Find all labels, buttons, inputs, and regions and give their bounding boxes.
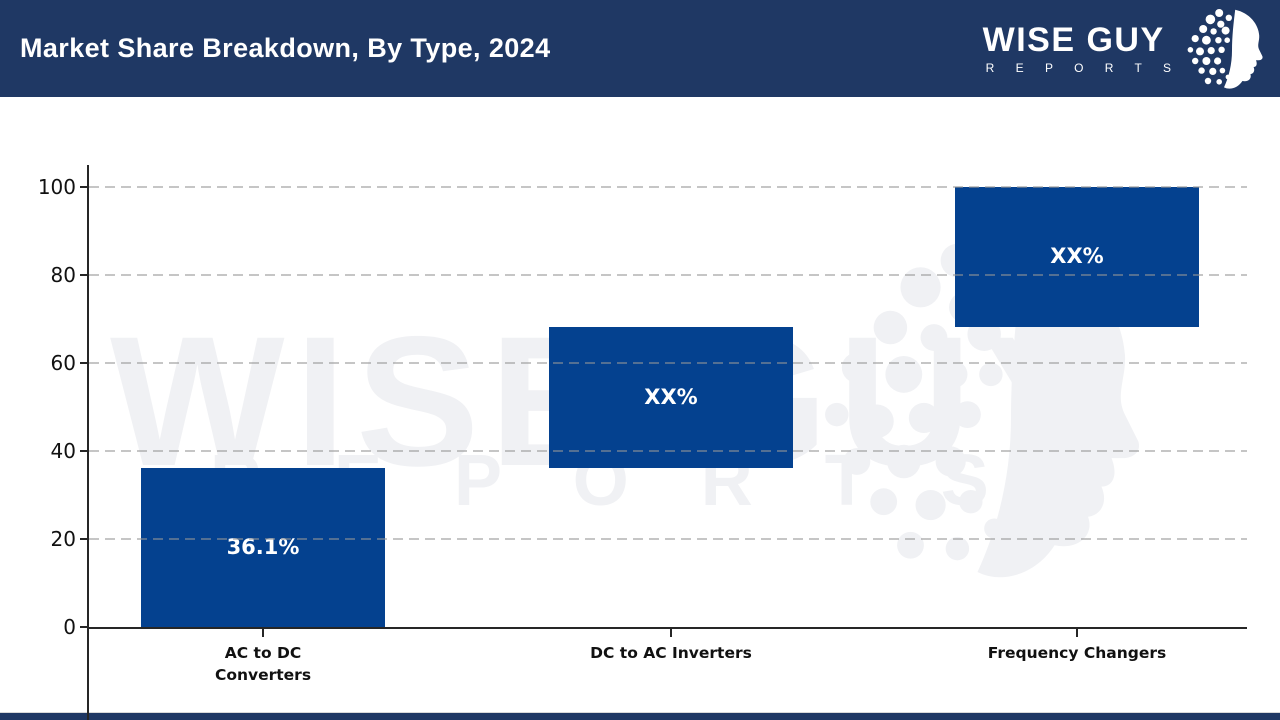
gridline-80: [89, 274, 1247, 276]
y-tick-label: 80: [50, 263, 76, 287]
x-tick-2: [670, 629, 672, 637]
gridline-40: [89, 450, 1247, 452]
y-tick-80: [80, 274, 87, 276]
x-tick-3: [1076, 629, 1078, 637]
footer-bar: [0, 713, 1280, 720]
x-axis-line: [87, 627, 1247, 629]
gridline-100: [89, 186, 1247, 188]
gridline-60: [89, 362, 1247, 364]
logo-name: WISE GUY: [982, 20, 1165, 59]
y-tick-40: [80, 450, 87, 452]
page-title: Market Share Breakdown, By Type, 2024: [20, 33, 551, 63]
logo-subtitle: R E P O R T S: [985, 60, 1180, 75]
bar-dc-to-ac-inverters: XX%: [549, 327, 793, 468]
y-tick-label: 40: [50, 439, 76, 463]
wise-guy-logo: WISE GUY R E P O R T S: [983, 5, 1280, 93]
gridline-20: [89, 538, 1247, 540]
logo-head-icon: [1187, 8, 1263, 89]
y-tick-20: [80, 538, 87, 540]
y-tick-label: 60: [50, 351, 76, 375]
y-tick-0: [80, 626, 87, 628]
x-category-label: DC to AC Inverters: [590, 644, 752, 662]
bar-ac-to-dc-converters: 36.1%: [141, 468, 385, 627]
y-tick-label: 100: [37, 175, 76, 199]
chart-area: WISE GUY R E P O R T S: [0, 97, 1280, 720]
bar-value-label: XX%: [1050, 244, 1104, 269]
bar-value-label: XX%: [644, 384, 698, 409]
y-tick-100: [80, 186, 87, 188]
y-tick-label: 0: [63, 615, 76, 639]
y-tick-label: 20: [50, 527, 76, 551]
header-bar: Market Share Breakdown, By Type, 2024 WI…: [0, 0, 1280, 97]
x-category-label: Frequency Changers: [987, 644, 1167, 662]
footer-divider: [0, 712, 1280, 713]
x-tick-1: [262, 629, 264, 637]
logo-text: WISE GUY R E P O R T S: [983, 23, 1180, 75]
y-axis-line: [87, 165, 89, 720]
x-category-label: AC to DC Converters: [214, 644, 312, 684]
y-tick-60: [80, 362, 87, 364]
bar-frequency-changers: XX%: [955, 187, 1199, 327]
